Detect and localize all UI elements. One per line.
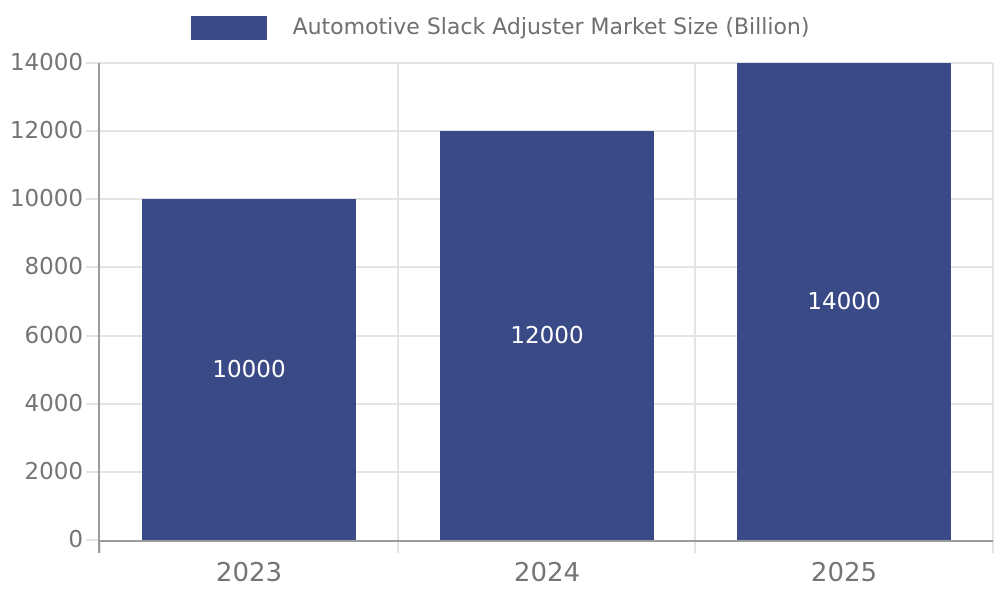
y-axis-label: 14000 (9, 50, 83, 76)
x-axis-label: 2024 (513, 558, 581, 588)
y-axis-line (98, 63, 100, 553)
y-axis-label: 2000 (24, 458, 83, 485)
x-axis-tick (694, 540, 697, 553)
x-axis-tick (99, 540, 101, 553)
legend-label: Automotive Slack Adjuster Market Size (B… (292, 15, 810, 40)
legend[interactable]: Automotive Slack Adjuster Market Size (B… (0, 16, 1000, 40)
gridline-vertical (694, 63, 697, 540)
y-axis-label: 0 (68, 527, 83, 553)
y-axis-tick (86, 62, 100, 64)
y-axis-tick (86, 266, 100, 269)
bar-2024 (440, 131, 654, 540)
bar-value-label: 12000 (510, 323, 584, 349)
y-axis-label: 10000 (9, 186, 83, 213)
x-axis-label: 2023 (215, 558, 283, 588)
y-axis-tick (86, 130, 100, 133)
x-axis-tick (992, 540, 994, 553)
y-axis-tick (86, 402, 100, 405)
y-axis-label: 6000 (24, 322, 83, 349)
bar-2023 (142, 199, 356, 540)
y-axis-label: 12000 (9, 118, 83, 145)
legend-swatch-icon (190, 16, 267, 40)
bar-value-label: 14000 (807, 289, 881, 315)
y-axis-label: 4000 (24, 390, 83, 417)
y-axis-tick (86, 539, 100, 541)
bar-2025 (737, 63, 951, 540)
x-axis-label: 2025 (810, 558, 878, 588)
y-axis-tick (86, 334, 100, 337)
y-axis-tick (86, 198, 100, 201)
bar-value-label: 10000 (212, 357, 286, 383)
x-axis-line (98, 540, 993, 542)
gridline-vertical (396, 63, 399, 540)
y-axis-tick (86, 470, 100, 473)
gridline-horizontal (100, 62, 993, 64)
y-axis-label: 8000 (24, 254, 83, 281)
gridline-vertical (992, 63, 994, 540)
x-axis-tick (396, 540, 399, 553)
